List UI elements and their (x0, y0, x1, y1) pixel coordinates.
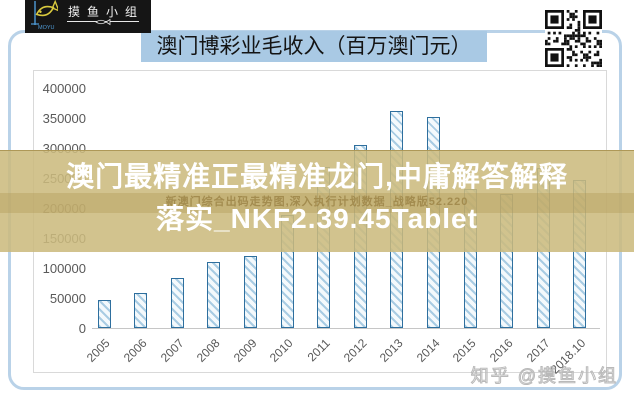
x-axis-tick-label: 2012 (340, 336, 370, 365)
zhihu-watermark: 知乎 @摸鱼小组 (470, 366, 618, 387)
brand-underline (66, 18, 139, 28)
x-axis-tick-label: 2005 (84, 336, 113, 365)
overlay-band-strip (0, 193, 634, 213)
bar-2005 (97, 300, 111, 328)
overlay-small-watermark: 新澳门综合出码走势图,深入执行计划数据_战略版52.220 (165, 196, 469, 208)
x-axis-tick-label: 2008 (193, 336, 223, 365)
y-axis-tick-label: 100000 (42, 261, 86, 276)
y-axis-tick-label: 350000 (42, 111, 86, 126)
bar-2009 (243, 256, 257, 328)
fish-logo-icon: MOYU (28, 0, 61, 36)
x-axis-tick-label: 2007 (157, 336, 187, 365)
x-axis-tick-label: 2016 (486, 336, 516, 365)
bar-2006 (134, 293, 148, 328)
overlay-band (0, 150, 634, 252)
overlay-text-line1: 澳门最精准正最精准龙门,中庸解答解释 (66, 161, 568, 192)
logo-text: 摸鱼小组 (58, 5, 147, 28)
bar-2008 (207, 262, 221, 328)
logo-sub-label: MOYU (38, 25, 55, 31)
x-axis-tick-label: 2015 (450, 336, 479, 365)
bar-chart: 4000003500003000002500002000001500001000… (33, 70, 607, 377)
page-title: 澳门博彩业毛收入（百万澳门元） (141, 31, 487, 62)
x-axis-tick-label: 2006 (120, 336, 150, 365)
x-axis-line (92, 328, 600, 329)
bar-2007 (170, 278, 184, 328)
brand-logo: MOYU 摸鱼小组 (25, 0, 151, 33)
x-axis-tick-label: 2017 (523, 336, 553, 365)
small-fish-icon (94, 18, 110, 26)
overlay-text-line2: 落实_NKF2.39.45Tablet (156, 203, 478, 234)
x-axis-tick-label: 2009 (230, 336, 260, 365)
y-axis-tick-label: 50000 (49, 291, 86, 306)
brand-name: 摸鱼小组 (67, 5, 144, 19)
x-axis-tick-label: 2013 (376, 336, 406, 365)
y-axis-tick-label: 0 (78, 321, 86, 336)
qr-code-icon (545, 10, 602, 67)
y-axis-tick-label: 400000 (42, 81, 86, 96)
x-axis-tick-label: 2011 (304, 336, 333, 365)
x-axis-tick-label: 2010 (267, 336, 296, 365)
x-axis-tick-label: 2014 (413, 336, 443, 365)
